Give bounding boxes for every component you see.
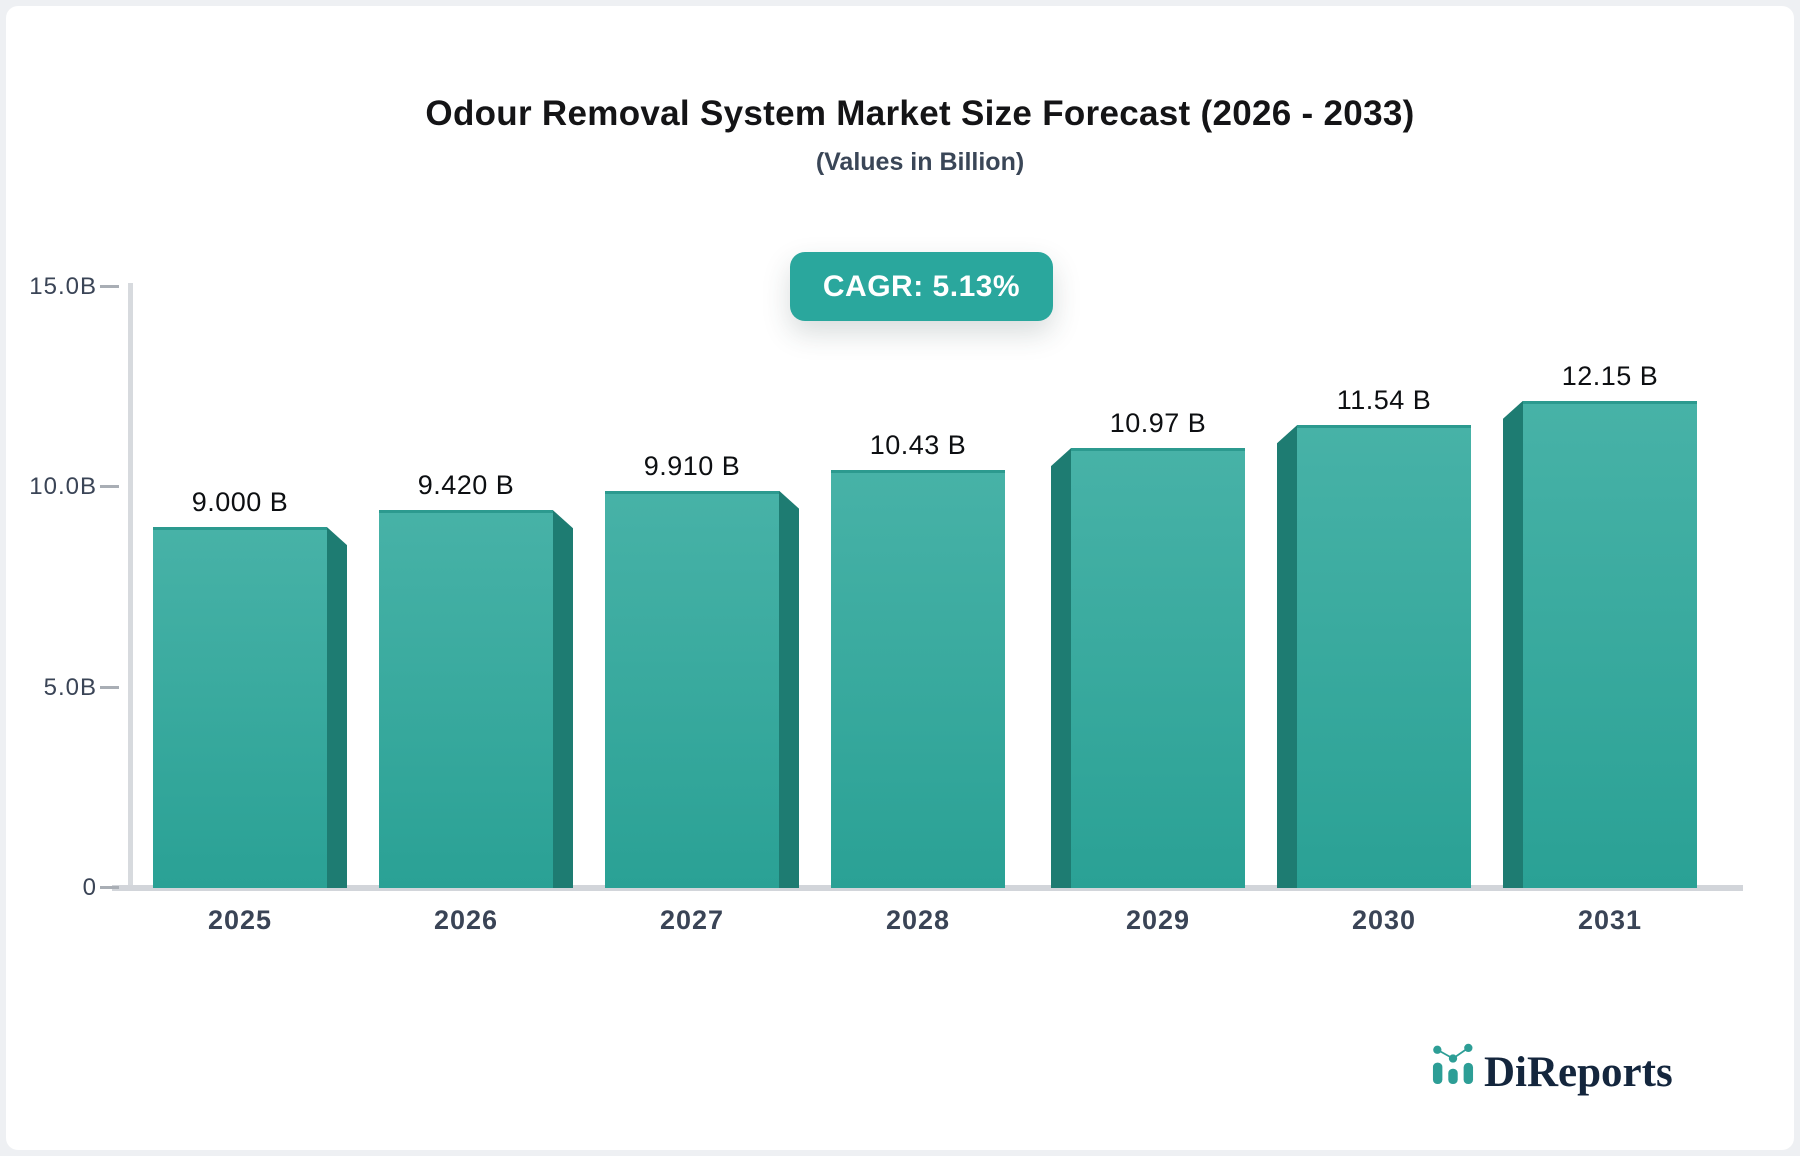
y-axis-line: [128, 283, 133, 885]
x-axis-baseline: [112, 885, 1743, 891]
y-tick-label: 0: [82, 874, 97, 901]
bar-side-2025: [327, 527, 347, 888]
bar-value-label: 10.97 B: [1109, 408, 1207, 439]
x-axis-label-2026: 2026: [433, 905, 499, 935]
bar-value-label: 9.420 B: [417, 470, 515, 501]
x-axis-label-2027: 2027: [659, 905, 725, 935]
x-axis-label-2030: 2030: [1351, 905, 1417, 935]
y-tick-dash: [100, 485, 119, 488]
bar-side-2029: [1051, 448, 1071, 888]
y-tick-label: 10.0B: [29, 473, 97, 500]
logo-text: DiReports: [1484, 1049, 1673, 1096]
bar-chart-logo-icon: [1432, 1043, 1474, 1085]
bar-value-label: 11.54 B: [1336, 385, 1432, 416]
cagr-badge-label: CAGR: 5.13%: [822, 269, 1021, 303]
bar-2029: [1071, 448, 1245, 888]
y-tick-label: 5.0B: [43, 673, 97, 701]
direports-logo: DiReports: [1430, 1042, 1673, 1102]
bar-2031: [1523, 400, 1697, 888]
bar-value-label: 12.15 B: [1561, 360, 1659, 391]
bar-2026: [379, 510, 553, 888]
x-axis-label-2029: 2029: [1125, 905, 1191, 935]
bar-2030: [1297, 425, 1471, 888]
y-tick-dash: [100, 685, 119, 689]
chart-subtitle: (Values in Billion): [815, 148, 1025, 176]
cagr-badge: CAGR: 5.13%: [790, 252, 1053, 321]
bar-side-2031: [1503, 400, 1523, 888]
y-tick-label: 15.0B: [29, 272, 97, 300]
bar-value-label: 10.43 B: [869, 429, 967, 460]
x-axis-label-2028: 2028: [885, 905, 951, 935]
bar-side-2030: [1277, 425, 1297, 888]
bar-side-2027: [779, 490, 799, 888]
y-tick-dash: [100, 284, 119, 288]
y-tick-dash: [100, 886, 119, 889]
x-axis-label-2025: 2025: [207, 905, 273, 935]
chart-title: Odour Removal System Market Size Forecas…: [425, 94, 1415, 133]
bar-side-2026: [553, 510, 573, 888]
x-axis-label-2031: 2031: [1577, 905, 1643, 935]
bar-2027: [605, 490, 779, 888]
bar-2025: [153, 527, 327, 888]
bar-value-label: 9.910 B: [643, 450, 741, 481]
bar-2028: [831, 469, 1005, 888]
bar-value-label: 9.000 B: [191, 487, 289, 518]
